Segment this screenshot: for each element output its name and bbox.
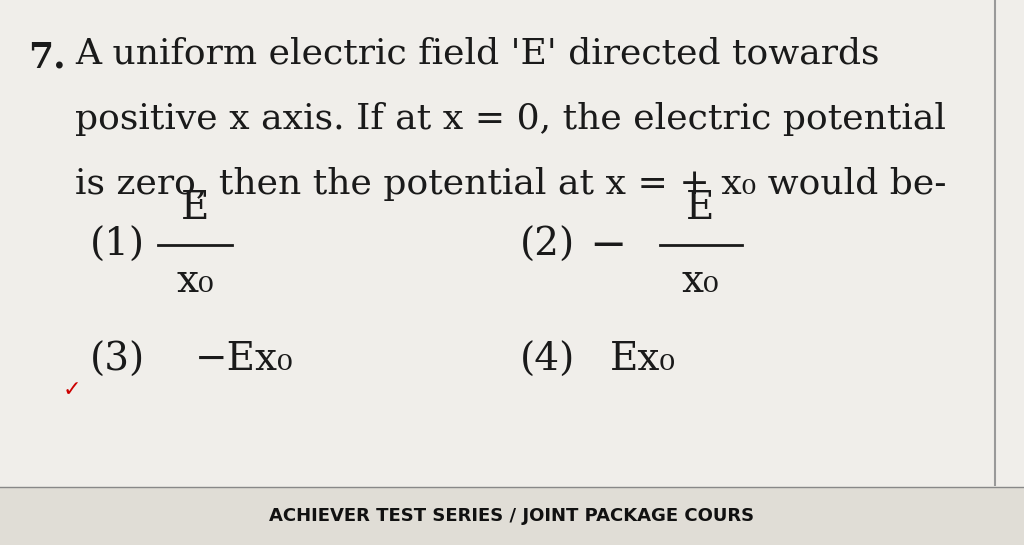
Text: (3): (3) [90, 342, 145, 378]
Text: (4): (4) [520, 342, 575, 378]
Text: −Ex₀: −Ex₀ [195, 342, 294, 378]
Text: ACHIEVER TEST SERIES / JOINT PACKAGE COURS: ACHIEVER TEST SERIES / JOINT PACKAGE COU… [269, 507, 755, 525]
Text: x₀: x₀ [681, 263, 719, 300]
Text: Ex₀: Ex₀ [610, 342, 676, 378]
Bar [0, 487, 1024, 545]
Text: E: E [686, 190, 714, 227]
Text: (1): (1) [90, 227, 145, 263]
Text: (2): (2) [520, 227, 575, 263]
Text: A uniform electric field 'E' directed towards: A uniform electric field 'E' directed to… [75, 37, 880, 71]
Text: 7.: 7. [28, 40, 66, 74]
Text: x₀: x₀ [176, 263, 214, 300]
Text: ✓: ✓ [62, 380, 81, 400]
Text: −: − [590, 223, 627, 267]
Text: is zero, then the potential at x = + x₀ would be-: is zero, then the potential at x = + x₀ … [75, 167, 946, 201]
Text: E: E [181, 190, 209, 227]
Text: positive x axis. If at x = 0, the electric potential: positive x axis. If at x = 0, the electr… [75, 102, 946, 136]
